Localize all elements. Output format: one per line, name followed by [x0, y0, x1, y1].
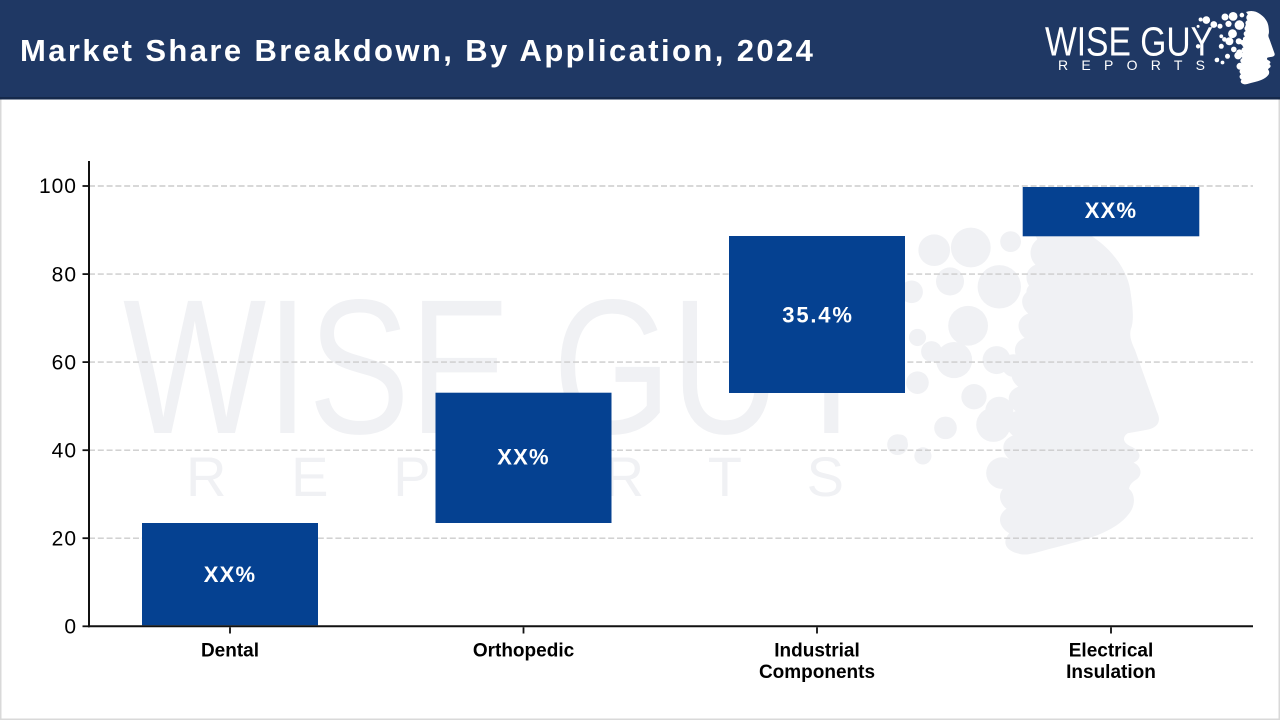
svg-text:Insulation: Insulation: [1066, 662, 1156, 683]
svg-text:0: 0: [64, 616, 77, 639]
svg-text:40: 40: [52, 439, 77, 462]
svg-text:XX%: XX%: [1085, 198, 1138, 223]
svg-text:XX%: XX%: [497, 445, 550, 470]
svg-text:35.4%: 35.4%: [782, 303, 853, 328]
svg-text:100: 100: [39, 175, 77, 198]
svg-text:XX%: XX%: [204, 562, 257, 587]
svg-text:60: 60: [52, 351, 77, 374]
svg-text:Electrical: Electrical: [1069, 641, 1154, 662]
svg-text:WISE GUY: WISE GUY: [1045, 19, 1213, 65]
svg-text:Market Share Breakdown, By App: Market Share Breakdown, By Application, …: [20, 33, 815, 68]
svg-text:Dental: Dental: [201, 641, 259, 662]
svg-text:Components: Components: [759, 662, 875, 683]
svg-text:80: 80: [52, 263, 77, 286]
svg-text:Orthopedic: Orthopedic: [473, 641, 575, 662]
svg-text:Industrial: Industrial: [774, 641, 860, 662]
svg-text:20: 20: [52, 527, 77, 550]
